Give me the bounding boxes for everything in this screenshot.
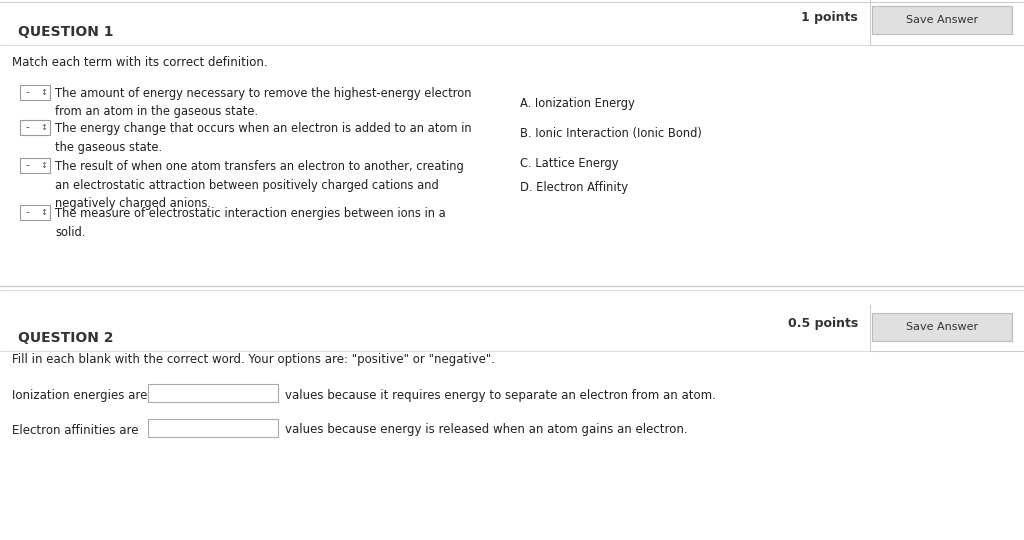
Bar	[148, 384, 278, 402]
Text: B. Ionic Interaction (Ionic Bond): B. Ionic Interaction (Ionic Bond)	[520, 127, 701, 140]
Text: A. Ionization Energy: A. Ionization Energy	[520, 97, 635, 110]
Bar	[148, 419, 278, 437]
FancyBboxPatch shape	[872, 313, 1012, 341]
Text: The amount of energy necessary to remove the highest-energy electron
from an ato: The amount of energy necessary to remove…	[55, 87, 471, 118]
Bar	[20, 120, 50, 135]
Text: -: -	[25, 207, 29, 218]
Bar	[20, 158, 50, 173]
Text: QUESTION 2: QUESTION 2	[18, 331, 114, 345]
Text: QUESTION 1: QUESTION 1	[18, 25, 114, 39]
Text: The result of when one atom transfers an electron to another, creating
an electr: The result of when one atom transfers an…	[55, 160, 464, 210]
Text: Match each term with its correct definition.: Match each term with its correct definit…	[12, 56, 267, 69]
Text: Save Answer: Save Answer	[906, 15, 978, 25]
Text: Save Answer: Save Answer	[906, 322, 978, 332]
Text: ↕: ↕	[41, 123, 47, 132]
Text: Electron affinities are: Electron affinities are	[12, 423, 138, 436]
Text: ↕: ↕	[41, 88, 47, 97]
FancyBboxPatch shape	[872, 6, 1012, 34]
Text: values because it requires energy to separate an electron from an atom.: values because it requires energy to sep…	[285, 388, 716, 402]
Text: The measure of electrostatic interaction energies between ions in a
solid.: The measure of electrostatic interaction…	[55, 207, 445, 239]
Text: The energy change that occurs when an electron is added to an atom in
the gaseou: The energy change that occurs when an el…	[55, 122, 472, 153]
Text: Fill in each blank with the correct word. Your options are: "positive" or "negat: Fill in each blank with the correct word…	[12, 354, 495, 367]
Text: values because energy is released when an atom gains an electron.: values because energy is released when a…	[285, 423, 688, 436]
Text: D. Electron Affinity: D. Electron Affinity	[520, 181, 628, 194]
Text: -: -	[25, 123, 29, 132]
Text: Ionization energies are: Ionization energies are	[12, 388, 147, 402]
Text: ↕: ↕	[41, 161, 47, 170]
Text: -: -	[25, 160, 29, 171]
Text: C. Lattice Energy: C. Lattice Energy	[520, 157, 618, 170]
Bar	[20, 205, 50, 220]
Text: -: -	[25, 87, 29, 98]
Bar	[20, 85, 50, 100]
Text: 0.5 points: 0.5 points	[787, 316, 858, 329]
Text: 1 points: 1 points	[801, 11, 858, 24]
Text: ↕: ↕	[41, 208, 47, 217]
